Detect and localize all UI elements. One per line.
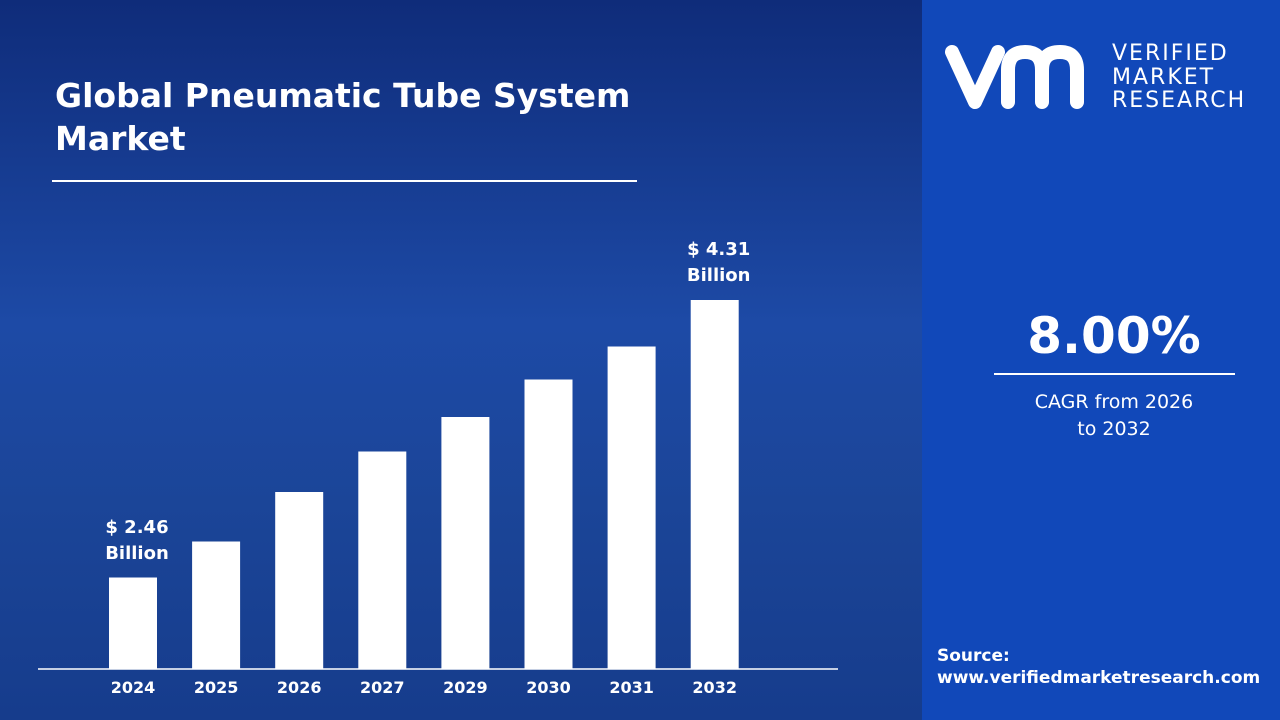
x-tick-label: 2032: [692, 678, 737, 697]
brand-line: MARKET: [1112, 65, 1216, 90]
bar: [192, 541, 241, 669]
source-label: Source:: [937, 646, 1010, 666]
x-tick-label: 2026: [277, 678, 322, 697]
cagr-rule: [994, 373, 1235, 375]
logo: [945, 45, 1084, 109]
x-tick-label: 2030: [526, 678, 571, 697]
brand-line: VERIFIED: [1112, 41, 1229, 66]
bar: [441, 417, 490, 669]
x-tick-label: 2024: [111, 678, 156, 697]
x-tick-label: 2031: [609, 678, 654, 697]
chart-title: Global Pneumatic Tube System Market: [55, 76, 631, 158]
value-label: $ 2.46 Billion: [105, 516, 169, 564]
x-tick-label: 2029: [443, 678, 488, 697]
side-panel: [922, 0, 1280, 720]
title-rule: [52, 180, 637, 182]
bar: [275, 492, 324, 669]
bar: [690, 300, 739, 669]
x-tick-label: 2025: [194, 678, 239, 697]
bar: [109, 577, 157, 669]
value-label: $ 4.31 Billion: [686, 239, 751, 286]
cagr-label: CAGR from 2026 to 2032: [1034, 391, 1194, 440]
bar: [358, 451, 407, 669]
bar: [607, 346, 656, 669]
brand-line: RESEARCH: [1112, 88, 1247, 113]
cagr-value: 8.00%: [1027, 307, 1201, 365]
source-url: www.verifiedmarketresearch.com: [937, 668, 1261, 688]
bar: [524, 379, 573, 669]
x-tick-label: 2027: [360, 678, 405, 697]
